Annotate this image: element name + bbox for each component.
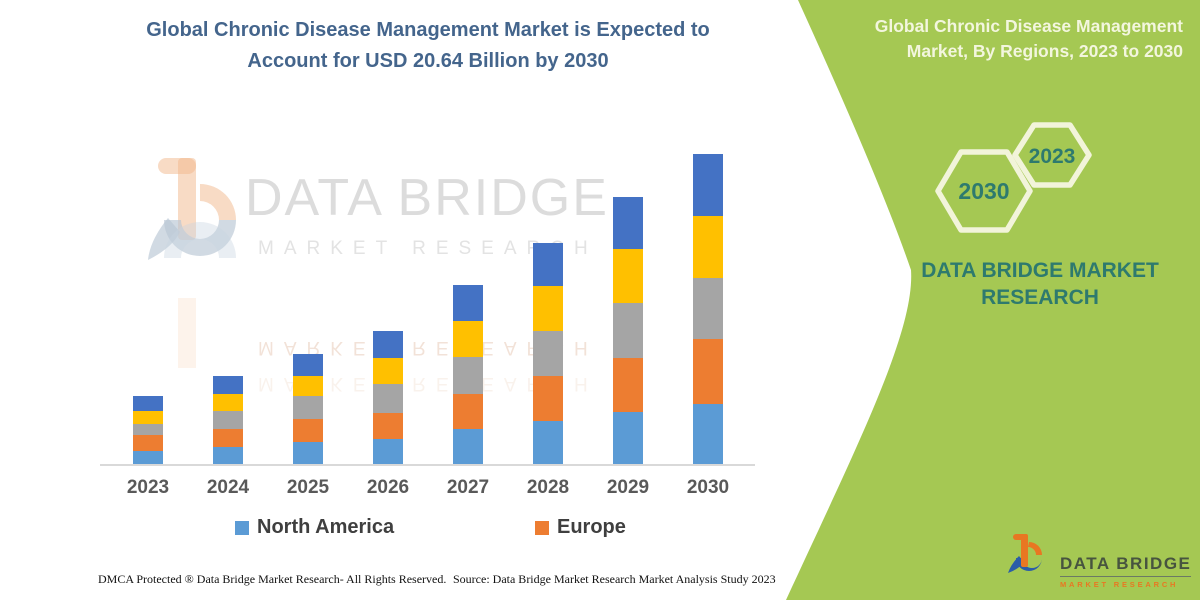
hexagon-2023 <box>1012 122 1092 188</box>
legend-swatch-north-america <box>235 520 249 535</box>
hexagon-2030 <box>935 149 1033 233</box>
bar-segment <box>533 242 563 286</box>
legend-label: Europe <box>557 516 626 538</box>
panel-title-line1: Global Chronic Disease Management <box>874 16 1183 36</box>
legend-swatch-europe <box>535 520 549 535</box>
footer-dmca-text: DMCA Protected ® Data Bridge Market Rese… <box>98 572 447 586</box>
panel-title: Global Chronic Disease Management Market… <box>803 14 1183 64</box>
bar-chart <box>100 150 755 464</box>
legend-item-north-america: North America <box>235 516 394 539</box>
panel-title-line2: Market, By Regions, 2023 to 2030 <box>906 41 1183 61</box>
bar-segment <box>533 420 563 464</box>
hexagon-badges: 2030 2023 <box>935 122 1092 233</box>
bar-segment <box>213 393 243 411</box>
bar-segment <box>133 450 163 464</box>
logo-orange-stem <box>1021 534 1028 567</box>
logo-blue-tail <box>1008 556 1024 573</box>
footer-source-text: Source: Data Bridge Market Research Mark… <box>453 572 776 586</box>
x-axis-label: 2025 <box>286 477 330 498</box>
bar-segment <box>293 442 323 464</box>
bar-segment <box>293 375 323 396</box>
panel-brand-text: DATA BRIDGE MARKET RESEARCH <box>915 257 1165 311</box>
stacked-bar-2027 <box>453 285 483 464</box>
x-axis-line <box>100 464 755 466</box>
green-panel-path <box>786 0 1200 600</box>
bar-segment <box>613 302 643 358</box>
bar-segment <box>293 418 323 443</box>
stacked-bar-2029 <box>613 196 643 464</box>
brand-logo-name: DATA BRIDGE <box>1060 554 1192 577</box>
stacked-bar-2025 <box>293 354 323 464</box>
stacked-bar-2023 <box>133 395 163 464</box>
bar-segment <box>693 154 723 216</box>
bar-segment <box>693 215 723 278</box>
bar-segment <box>213 428 243 448</box>
x-axis-label: 2023 <box>126 477 170 498</box>
bar-segment <box>533 330 563 376</box>
panel-brand-line1: DATA BRIDGE MARKET <box>921 259 1159 282</box>
bar-segment <box>533 375 563 421</box>
bar-segment <box>373 384 403 413</box>
bar-segment <box>373 357 403 385</box>
x-axis-label: 2030 <box>686 477 730 498</box>
bar-segment <box>453 429 483 464</box>
bar-segment <box>693 339 723 404</box>
page-title-line2: Account for USD 20.64 Billion by 2030 <box>247 50 609 72</box>
bar-segment <box>613 357 643 412</box>
stacked-bar-2028 <box>533 242 563 464</box>
logo-orange-hook <box>1013 534 1028 540</box>
legend-label: North America <box>257 516 395 538</box>
stacked-bar-2024 <box>213 375 243 464</box>
hexagon-2023-label: 2023 <box>1029 145 1076 168</box>
x-axis-label: 2026 <box>366 477 410 498</box>
bar-segment <box>613 249 643 303</box>
bar-segment <box>133 434 163 451</box>
brand-logo-icon <box>1008 534 1042 573</box>
bar-segment <box>613 411 643 464</box>
bar-segment <box>533 285 563 331</box>
bar-segment <box>133 424 163 435</box>
bar-segment <box>293 354 323 376</box>
bar-segment <box>373 331 403 358</box>
x-axis-label: 2028 <box>526 477 570 498</box>
bar-segment <box>373 412 403 440</box>
bar-segment <box>613 196 643 250</box>
bar-segment <box>453 394 483 429</box>
bar-segment <box>133 410 163 425</box>
logo-orange-bowl <box>1028 542 1042 555</box>
panel-brand-line2: RESEARCH <box>981 286 1099 309</box>
page-title: Global Chronic Disease Management Market… <box>118 15 738 77</box>
x-axis-labels: 2023 2024 2025 2026 2027 2028 2029 2030 <box>100 477 755 503</box>
bar-segment <box>293 395 323 419</box>
stacked-bar-2030 <box>693 154 723 464</box>
bar-segment <box>453 285 483 321</box>
x-axis-label: 2024 <box>206 477 250 498</box>
bar-segment <box>373 439 403 464</box>
brand-logo: DATA BRIDGE MARKET RESEARCH <box>1008 531 1192 589</box>
bar-segment <box>213 410 243 429</box>
x-axis-label: 2027 <box>446 477 490 498</box>
legend-item-europe: Europe <box>535 516 626 539</box>
brand-logo-text: DATA BRIDGE MARKET RESEARCH <box>1060 554 1192 589</box>
chart-legend: North America Europe <box>100 516 755 542</box>
bar-segment <box>213 375 243 394</box>
bar-segment <box>133 395 163 411</box>
bar-segment <box>693 277 723 339</box>
stacked-bar-2026 <box>373 331 403 464</box>
page-title-line1: Global Chronic Disease Management Market… <box>146 19 710 41</box>
hexagon-2030-label: 2030 <box>958 178 1009 204</box>
x-axis-label: 2029 <box>606 477 650 498</box>
bar-segment <box>693 404 723 464</box>
brand-logo-subtitle: MARKET RESEARCH <box>1060 580 1179 589</box>
bar-segment <box>453 320 483 358</box>
bar-segment <box>453 357 483 394</box>
bar-segment <box>213 447 243 464</box>
